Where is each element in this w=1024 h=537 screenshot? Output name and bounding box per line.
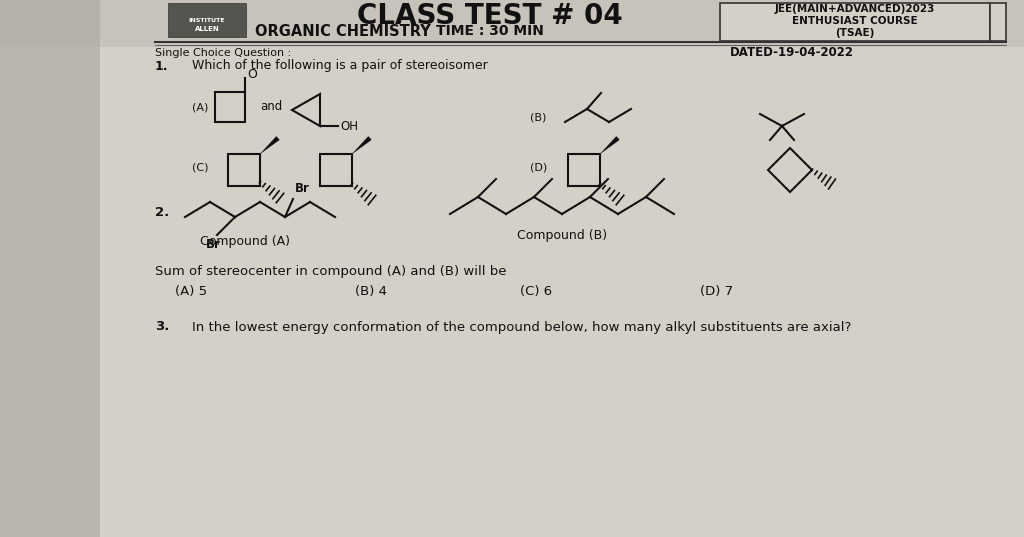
Text: and: and [260,100,283,113]
Text: JEE(MAIN+ADVANCED)2023: JEE(MAIN+ADVANCED)2023 [775,4,935,14]
Text: ENTHUSIAST COURSE: ENTHUSIAST COURSE [793,16,918,26]
Bar [168,3,246,37]
Bar [0,0,1024,47]
Text: Single Choice Question :: Single Choice Question : [155,48,291,58]
Text: Br: Br [295,183,310,195]
Text: (B): (B) [530,112,547,122]
Text: (TSAE): (TSAE) [836,28,874,38]
Text: CLASS TEST # 04: CLASS TEST # 04 [357,2,623,30]
Text: (A): (A) [193,102,208,112]
Polygon shape [260,136,280,154]
Text: O: O [247,68,257,81]
Text: 2.: 2. [155,206,169,219]
Text: (D) 7: (D) 7 [700,285,733,297]
Text: 1.: 1. [155,60,169,72]
Bar [228,154,260,186]
Text: (D): (D) [530,162,547,172]
Text: ALLEN: ALLEN [195,26,219,32]
Text: In the lowest energy conformation of the compound below, how many alkyl substitu: In the lowest energy conformation of the… [193,321,851,333]
Bar [319,154,352,186]
Bar [0,0,100,537]
Text: DATED-19-04-2022: DATED-19-04-2022 [730,47,854,60]
Text: Compound (A): Compound (A) [200,236,290,249]
Text: TIME : 30 MIN: TIME : 30 MIN [436,24,544,38]
Text: (C) 6: (C) 6 [520,285,552,297]
Text: Which of the following is a pair of stereoisomer: Which of the following is a pair of ster… [193,60,487,72]
Text: (B) 4: (B) 4 [355,285,387,297]
Text: (C): (C) [193,162,209,172]
Bar [568,154,600,186]
Text: Sum of stereocenter in compound (A) and (B) will be: Sum of stereocenter in compound (A) and … [155,265,507,279]
Text: INSTITUTE: INSTITUTE [188,18,225,23]
Polygon shape [600,136,620,154]
Text: Br: Br [206,238,220,251]
Text: 3.: 3. [155,321,169,333]
Text: ORGANIC CHEMISTRY: ORGANIC CHEMISTRY [255,24,431,39]
Bar [720,3,990,41]
Bar [215,92,245,122]
Text: OH: OH [340,120,358,133]
Text: (A) 5: (A) 5 [175,285,207,297]
Polygon shape [352,136,372,154]
Bar [990,3,1006,41]
Text: Compound (B): Compound (B) [517,229,607,243]
